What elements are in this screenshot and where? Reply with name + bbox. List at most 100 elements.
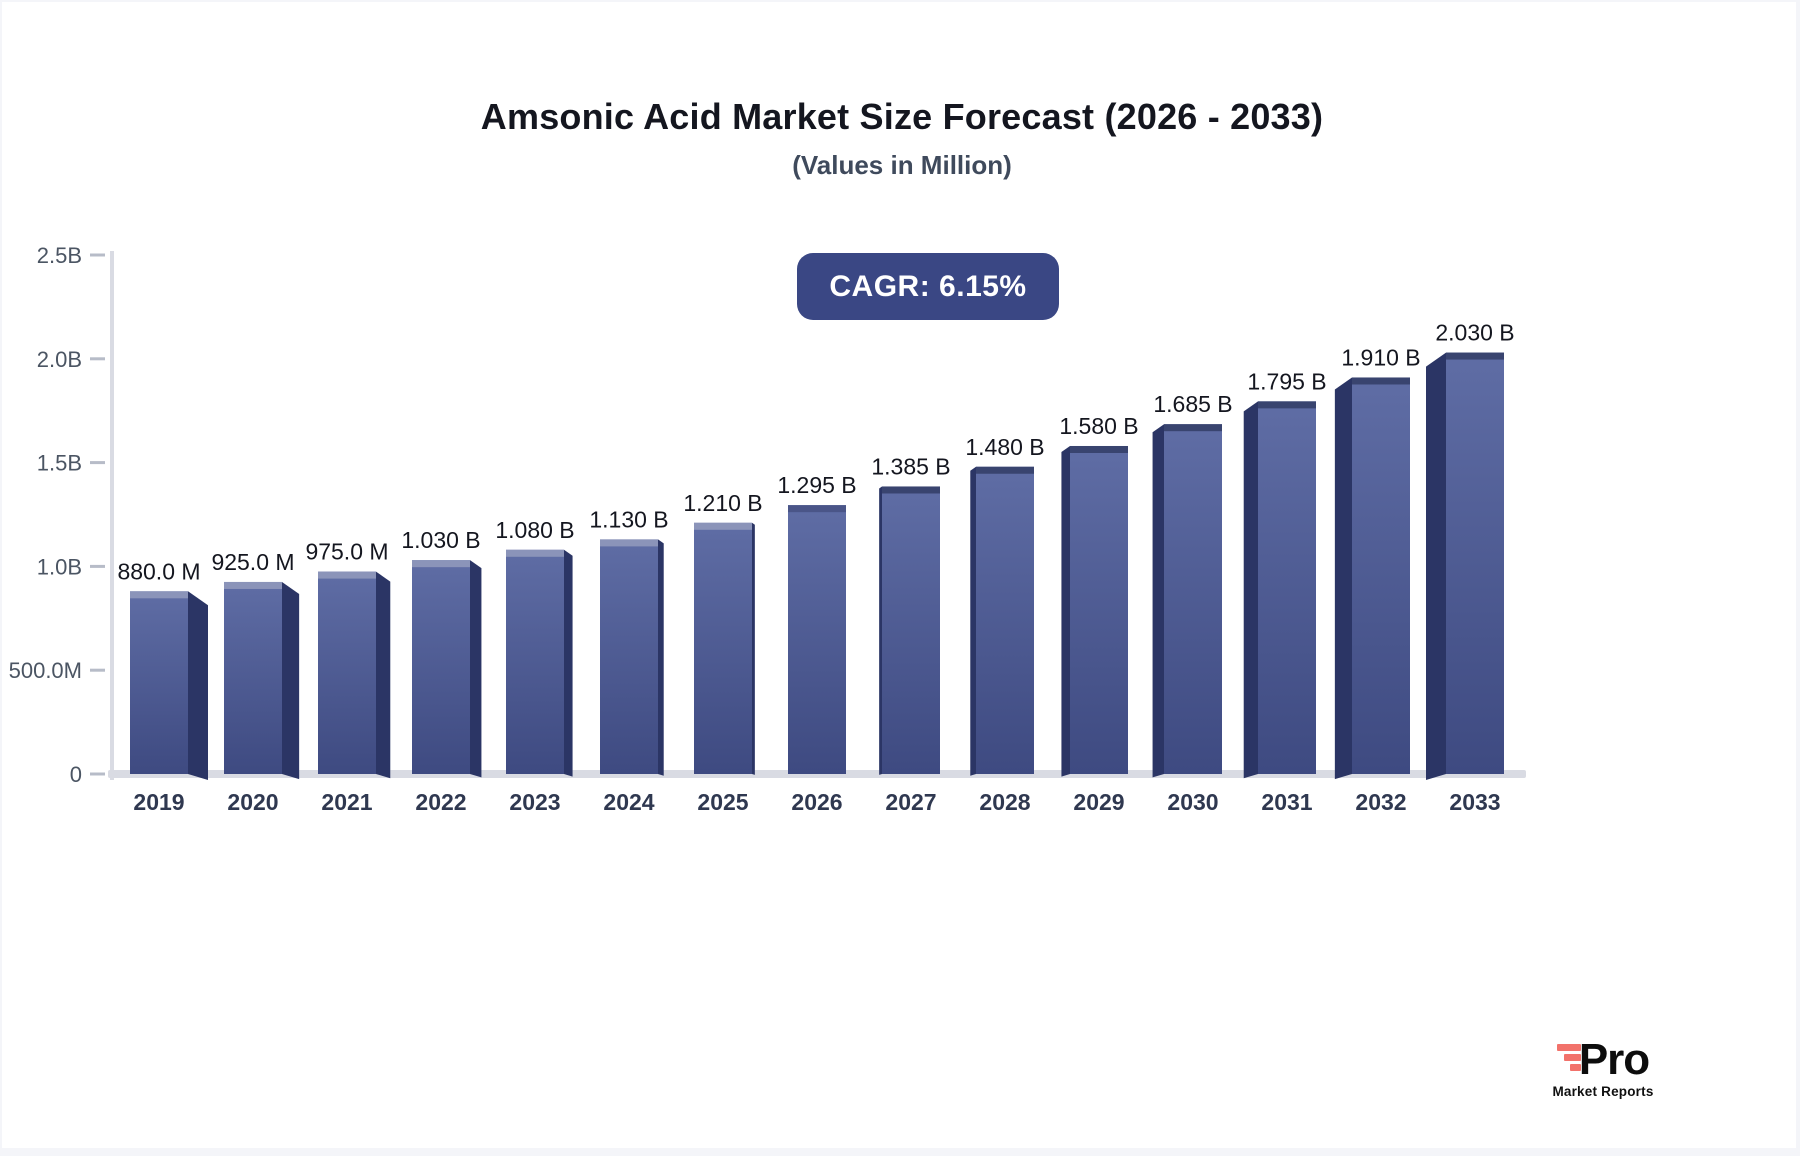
- y-axis-tick: [90, 564, 105, 568]
- bar-value-label: 1.795 B: [1247, 368, 1326, 394]
- y-axis-label: 1.5B: [37, 451, 82, 476]
- bar: [224, 581, 300, 780]
- logo-bars-icon: [1556, 1043, 1581, 1071]
- x-axis-label: 2031: [1261, 789, 1312, 815]
- bar-front-face: [412, 560, 470, 774]
- bar-front-face: [1164, 424, 1222, 774]
- bar: [318, 571, 391, 779]
- bar-side-face: [282, 581, 300, 780]
- x-axis-label: 2025: [697, 789, 748, 815]
- x-axis-label: 2019: [133, 789, 184, 815]
- x-axis-label: 2032: [1355, 789, 1406, 815]
- x-axis-label: 2027: [885, 789, 936, 815]
- x-axis-label: 2028: [979, 789, 1030, 815]
- bar-side-face: [470, 560, 482, 778]
- bar-value-label: 1.385 B: [871, 453, 950, 479]
- chart-subtitle: (Values in Million): [792, 150, 1012, 180]
- bar-top-face: [976, 466, 1034, 474]
- bar-front-face: [1070, 445, 1128, 774]
- bar-top-face: [318, 571, 376, 579]
- chart-title: Amsonic Acid Market Size Forecast (2026 …: [480, 96, 1324, 137]
- bar-top-face: [412, 560, 470, 568]
- bar-top-face: [882, 486, 940, 494]
- x-axis-label: 2023: [509, 789, 560, 815]
- bar-top-face: [224, 581, 282, 589]
- cagr-badge-label: CAGR: 6.15%: [829, 269, 1027, 303]
- x-axis-label: 2026: [791, 789, 842, 815]
- bar-side-face: [1152, 424, 1164, 778]
- y-axis-tick: [90, 772, 105, 776]
- y-axis-label: 0: [70, 762, 82, 787]
- bar: [1061, 445, 1128, 777]
- bar-value-label: 1.030 B: [401, 527, 480, 553]
- bar: [694, 522, 755, 775]
- bar-side-face: [970, 466, 976, 776]
- bar-front-face: [600, 539, 658, 774]
- x-axis-label: 2021: [321, 789, 372, 815]
- bar: [879, 486, 940, 775]
- bar-value-label: 1.130 B: [589, 506, 668, 532]
- bar-front-face: [318, 571, 376, 774]
- bar-side-face: [376, 571, 391, 779]
- bar-value-label: 1.910 B: [1341, 344, 1420, 370]
- bar-top-face: [1164, 424, 1222, 432]
- x-axis-label: 2030: [1167, 789, 1218, 815]
- x-axis-label: 2020: [227, 789, 278, 815]
- bar-top-face: [506, 549, 564, 557]
- bar-side-face: [752, 522, 755, 775]
- bar-front-face: [788, 505, 846, 774]
- bar-top-face: [1258, 401, 1316, 409]
- bar-value-label: 1.580 B: [1059, 413, 1138, 439]
- labels: 880.0 M 2019 925.0 M 2020 975.0 M 2021 1.030 B…: [117, 320, 1514, 815]
- bar-value-label: 1.210 B: [683, 490, 762, 516]
- bar: [506, 549, 573, 777]
- bar: [130, 591, 208, 780]
- logo-name: Pro: [1578, 1035, 1650, 1084]
- bar-side-face: [658, 539, 664, 776]
- bar-front-face: [130, 591, 188, 774]
- x-axis-label: 2033: [1449, 789, 1500, 815]
- bar-value-label: 2.030 B: [1435, 320, 1514, 346]
- y-axis-line: [110, 251, 114, 780]
- y-axis-tick: [90, 461, 105, 465]
- logo-bar-icon: [1569, 1063, 1581, 1071]
- bar-front-face: [1352, 377, 1410, 774]
- logo-bar-icon: [1556, 1043, 1581, 1051]
- bar: [970, 466, 1034, 776]
- brand-logo: Pro Market Reports: [1518, 1035, 1688, 1100]
- x-axis-label: 2022: [415, 789, 466, 815]
- bar-front-face: [976, 466, 1034, 774]
- bar-front-face: [224, 581, 282, 774]
- bar-value-label: 1.480 B: [965, 434, 1044, 460]
- bar: [1426, 352, 1504, 780]
- logo-tagline: Market Reports: [1552, 1084, 1654, 1099]
- bar-side-face: [1243, 401, 1258, 779]
- bar-value-label: 1.685 B: [1153, 391, 1232, 417]
- bar-front-face: [1446, 352, 1504, 774]
- y-axis-label: 500.0M: [9, 658, 82, 683]
- bar-top-face: [788, 505, 846, 513]
- bar-top-face: [130, 591, 188, 599]
- bar-front-face: [1258, 401, 1316, 774]
- bar: [412, 560, 482, 778]
- bars: [130, 352, 1504, 780]
- bar: [1152, 424, 1222, 778]
- bar-front-face: [506, 549, 564, 774]
- bar-side-face: [1426, 352, 1446, 780]
- bar-side-face: [879, 486, 882, 775]
- y-axis-label: 2.5B: [37, 243, 82, 268]
- bar: [788, 505, 846, 774]
- bar-side-face: [188, 591, 208, 780]
- bar-front-face: [694, 522, 752, 774]
- x-axis-label: 2029: [1073, 789, 1124, 815]
- bar-top-face: [1446, 352, 1504, 360]
- y-axis-label: 2.0B: [37, 347, 82, 372]
- y-axis-tick: [90, 668, 105, 672]
- bar-side-face: [1334, 377, 1352, 780]
- bar: [1243, 401, 1316, 779]
- bar-value-label: 1.295 B: [777, 472, 856, 498]
- bar-side-face: [1061, 445, 1070, 777]
- cagr-badge: CAGR: 6.15%: [797, 253, 1059, 320]
- x-axis-label: 2024: [603, 789, 654, 815]
